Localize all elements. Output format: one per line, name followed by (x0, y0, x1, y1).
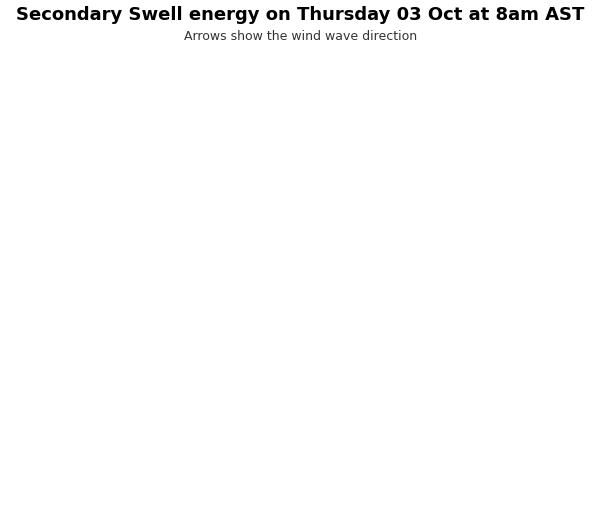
Text: Map requires cartopy: Map requires cartopy (227, 269, 374, 283)
Text: Arrows show the wind wave direction: Arrows show the wind wave direction (184, 31, 417, 43)
Text: Secondary Swell energy on Thursday 03 Oct at 8am AST: Secondary Swell energy on Thursday 03 Oc… (16, 6, 585, 24)
